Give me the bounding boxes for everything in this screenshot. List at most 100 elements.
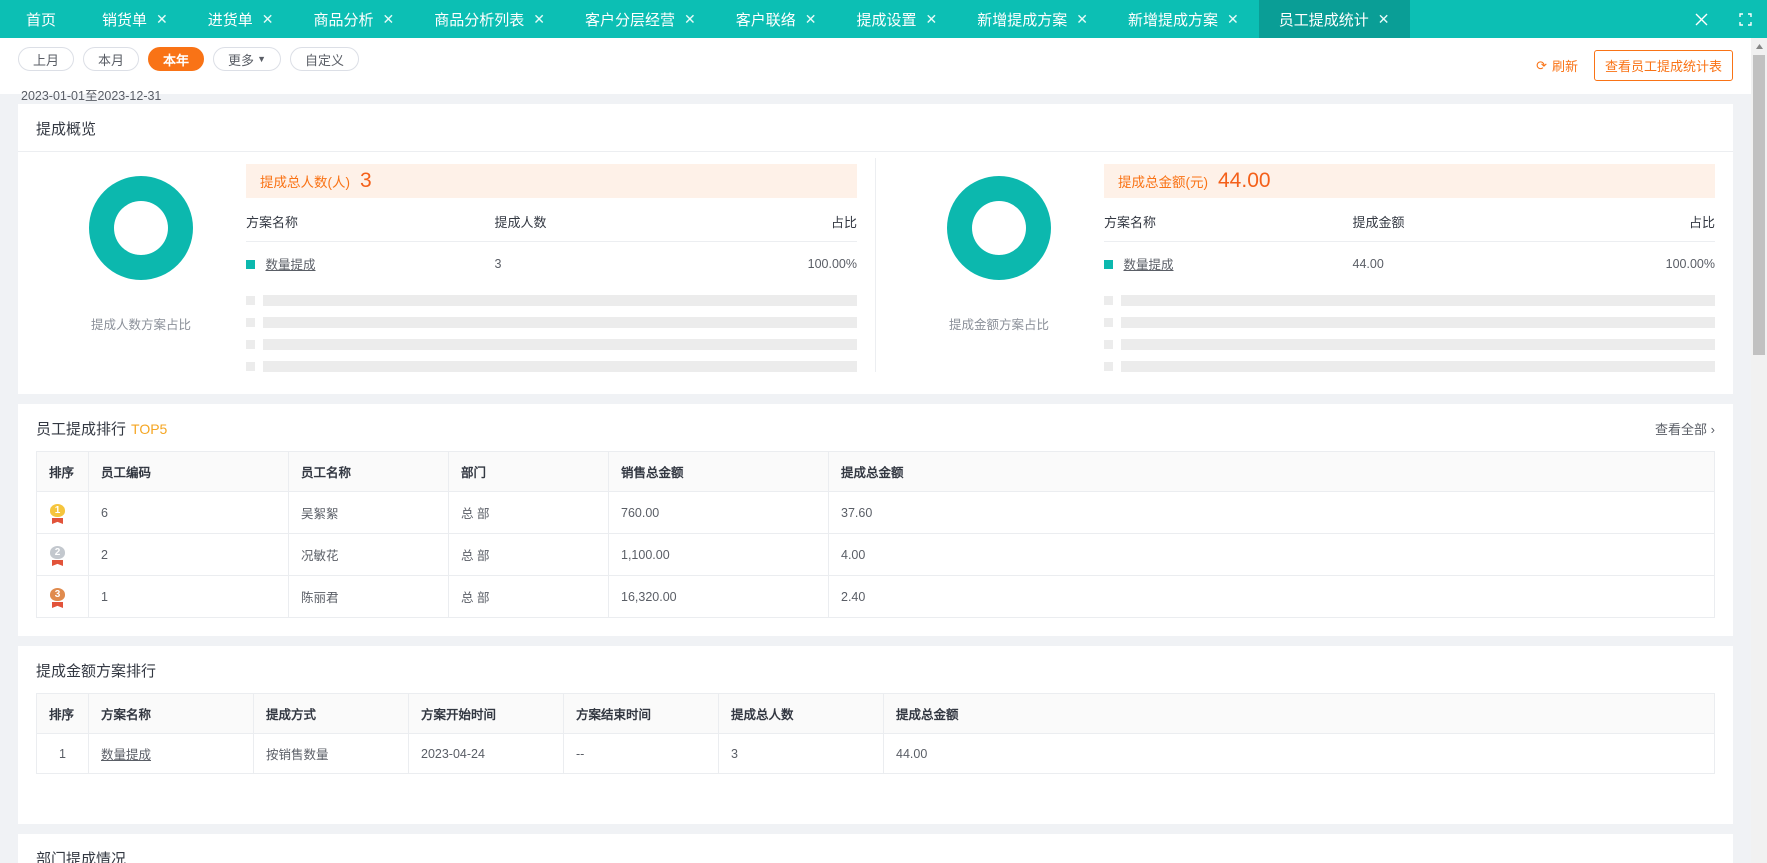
table-header-row: 排序 方案名称 提成方式 方案开始时间 方案结束时间 提成总人数 提成总金额	[36, 693, 1715, 734]
vertical-scrollbar[interactable]	[1751, 38, 1767, 863]
maximize-icon[interactable]	[1723, 0, 1767, 38]
placeholder-row	[246, 295, 857, 306]
date-range-text: 2023-01-01至2023-12-31	[21, 89, 162, 103]
filter-chip-more[interactable]: 更多 ▼	[213, 47, 281, 71]
col-amount-total: 提成总金额	[883, 693, 1715, 734]
amount-placeholder-rows	[1104, 295, 1715, 372]
placeholder-swatch	[1104, 340, 1113, 349]
col-commission-total: 提成总金额	[828, 451, 1715, 492]
chip-label: 本年	[163, 52, 190, 68]
placeholder-row	[246, 317, 857, 328]
col-employee-code: 员工编码	[88, 451, 289, 492]
amount-stat-value: 44.00	[1218, 169, 1271, 192]
plan-name-link[interactable]: 数量提成	[101, 748, 152, 762]
tab-label: 销货单	[102, 11, 148, 29]
chip-label: 自定义	[304, 52, 344, 68]
page-viewport: 上月 本月 本年 更多 ▼ 自定义 2023-01-01至2023-12-31	[0, 38, 1767, 863]
chip-label: 上月	[33, 52, 60, 68]
employee-rank-title-wrap: 员工提成排行 TOP5	[18, 404, 185, 451]
medal-gold-icon: 1	[49, 504, 66, 524]
tab-close-icon[interactable]: ✕	[1377, 11, 1390, 27]
medal-silver-icon: 2	[49, 546, 66, 566]
filter-chip-this-month[interactable]: 本月	[83, 47, 140, 71]
cell-plan-name: 数量提成	[246, 242, 495, 285]
view-commission-report-button[interactable]: 查看员工提成统计表	[1593, 50, 1733, 81]
placeholder-row	[1104, 317, 1715, 328]
employee-rank-card: 员工提成排行 TOP5 查看全部 › 排序 员工编码 员工名称 部门 销售总金额 …	[18, 404, 1733, 636]
amount-plan-table: 方案名称 提成金额 占比 数量提成 44.00	[1104, 212, 1715, 284]
tab-close-icon[interactable]: ✕	[804, 11, 817, 27]
filter-chip-last-month[interactable]: 上月	[18, 47, 75, 71]
placeholder-row	[1104, 339, 1715, 350]
tab-close-icon[interactable]: ✕	[1076, 11, 1089, 27]
close-icon[interactable]	[1679, 0, 1723, 38]
tab-close-icon[interactable]: ✕	[382, 11, 395, 27]
table-header-row: 方案名称 提成金额 占比	[1104, 212, 1715, 242]
tab-close-icon[interactable]: ✕	[156, 11, 168, 27]
plan-name-link[interactable]: 数量提成	[265, 258, 316, 272]
placeholder-swatch	[246, 362, 255, 371]
placeholder-swatch	[246, 296, 255, 305]
placeholder-bar	[1121, 317, 1715, 328]
refresh-icon: ⟳	[1536, 57, 1547, 73]
placeholder-swatch	[246, 340, 255, 349]
divider	[18, 151, 1733, 152]
tab-close-icon[interactable]: ✕	[684, 11, 696, 27]
col-rank: 排序	[36, 693, 89, 734]
view-all-link[interactable]: 查看全部 ›	[1655, 405, 1733, 450]
amount-stat-bar: 提成总金额(元) 44.00	[1104, 164, 1715, 198]
tab-close-icon[interactable]: ✕	[1227, 11, 1239, 27]
tab-new-commission-plan-1[interactable]: 新增提成方案 ✕	[957, 0, 1108, 38]
tab-close-icon[interactable]: ✕	[261, 11, 274, 27]
medal-disc: 1	[50, 504, 65, 517]
tab-new-commission-plan-2[interactable]: 新增提成方案 ✕	[1108, 0, 1259, 38]
table-header-row: 排序 员工编码 员工名称 部门 销售总金额 提成总金额	[36, 451, 1715, 492]
cell-department: 总 部	[448, 575, 609, 618]
col-plan-name: 方案名称	[1104, 212, 1353, 242]
table-header-row: 方案名称 提成人数 占比	[246, 212, 857, 242]
refresh-button[interactable]: ⟳ 刷新	[1536, 56, 1578, 75]
filter-chip-this-year[interactable]: 本年	[148, 47, 205, 71]
tab-label: 新增提成方案	[1128, 11, 1219, 29]
scrollbar-thumb[interactable]	[1753, 55, 1765, 355]
tab-home[interactable]: 首页	[0, 0, 82, 38]
plan-name-link[interactable]: 数量提成	[1123, 258, 1174, 272]
amount-summary: 提成总金额(元) 44.00 方案名称 提成金额 占比	[1104, 158, 1715, 372]
tab-product-analysis[interactable]: 商品分析 ✕	[294, 0, 415, 38]
filter-chip-custom[interactable]: 自定义	[289, 47, 359, 71]
tab-customer-contact[interactable]: 客户联络 ✕	[716, 0, 837, 38]
amount-donut-label: 提成金额方案占比	[948, 318, 1049, 332]
tab-close-icon[interactable]: ✕	[533, 11, 546, 27]
department-title: 部门提成情况	[36, 851, 127, 863]
filter-actions: ⟳ 刷新 查看员工提成统计表	[1536, 50, 1733, 81]
placeholder-bar	[263, 339, 857, 350]
plan-rank-table: 排序 方案名称 提成方式 方案开始时间 方案结束时间 提成总人数 提成总金额 1…	[36, 693, 1715, 774]
col-plan-name: 方案名称	[246, 212, 495, 242]
cell-rank: 2	[36, 533, 89, 576]
employee-rank-header: 员工提成排行 TOP5 查看全部 ›	[18, 404, 1733, 451]
refresh-label: 刷新	[1551, 59, 1578, 74]
table-row: 2 2 况敏花 总 部 1,100.00 4.00	[36, 533, 1715, 576]
scroll-up-arrow-icon[interactable]	[1751, 38, 1767, 54]
donut-hole	[114, 201, 168, 255]
employee-rank-table: 排序 员工编码 员工名称 部门 销售总金额 提成总金额 1 6 吴絮絮 总 部 …	[36, 451, 1715, 618]
tab-employee-commission-stats[interactable]: 员工提成统计 ✕	[1258, 0, 1410, 38]
tab-purchase-order[interactable]: 进货单 ✕	[188, 0, 294, 38]
tab-sales-order[interactable]: 销货单 ✕	[82, 0, 188, 38]
chip-label: 本月	[98, 52, 125, 68]
placeholder-row	[1104, 295, 1715, 306]
medal-ribbon	[52, 602, 63, 608]
medal-ribbon	[52, 560, 63, 566]
table-row: 1 数量提成 按销售数量 2023-04-24 -- 3 44.00	[36, 733, 1715, 774]
tab-close-icon[interactable]: ✕	[925, 11, 938, 27]
tab-commission-settings[interactable]: 提成设置 ✕	[837, 0, 958, 38]
placeholder-bar	[263, 317, 857, 328]
people-plan-table: 方案名称 提成人数 占比 数量提成 3	[246, 212, 857, 284]
cell-plan-name: 数量提成	[1104, 242, 1353, 285]
tab-product-analysis-list[interactable]: 商品分析列表 ✕	[414, 0, 565, 38]
cell-employee-name: 吴絮絮	[288, 491, 449, 534]
plan-rank-card: 提成金额方案排行 排序 方案名称 提成方式 方案开始时间 方案结束时间 提成总人…	[18, 646, 1733, 824]
people-stat-label: 提成总人数(人)	[260, 175, 350, 190]
window-controls	[1679, 0, 1767, 38]
tab-customer-tiering[interactable]: 客户分层经营 ✕	[565, 0, 716, 38]
